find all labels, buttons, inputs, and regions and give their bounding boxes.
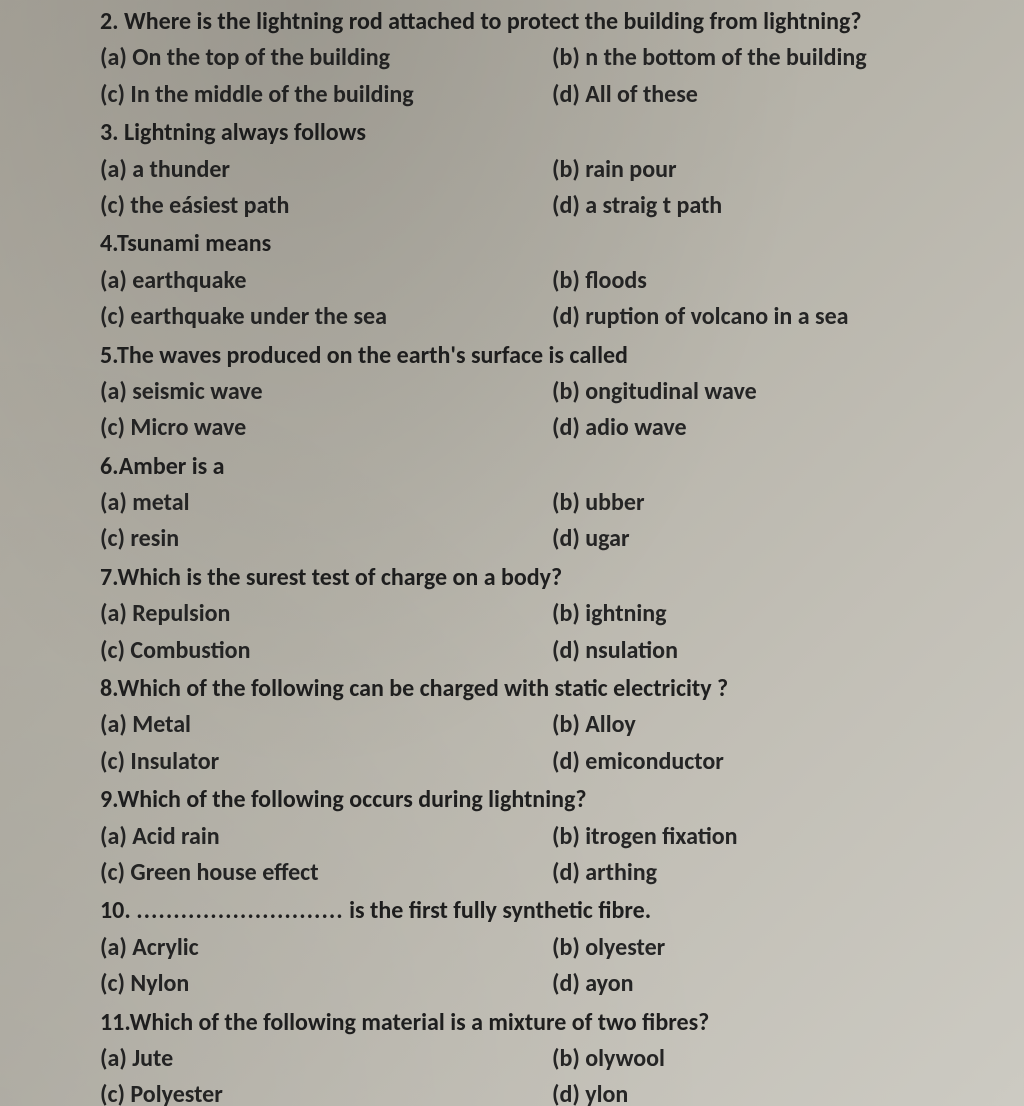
question-text: 10. ............................ is the … — [100, 895, 984, 927]
q-num: 10. — [100, 896, 131, 925]
option-c: (c) Polyester — [100, 1079, 532, 1106]
q-body: The waves produced on the earth's surfac… — [117, 341, 628, 370]
question-11: 11.Which of the following material is a … — [100, 1007, 984, 1106]
question-text: 4.Tsunami means — [100, 228, 984, 260]
option-c: (c) Nylon — [100, 968, 532, 1000]
q-num: 6. — [100, 452, 119, 481]
option-a: (a) Repulsion — [100, 598, 532, 630]
question-5: 5.The waves produced on the earth's surf… — [100, 340, 984, 445]
option-d: (d) ylon — [552, 1079, 984, 1106]
question-text: 6.Amber is a — [100, 451, 984, 483]
option-d: (d) adio wave — [552, 412, 984, 444]
option-d: (d) ayon — [552, 968, 984, 1000]
q-body: Lightning always follows — [124, 118, 366, 147]
option-d: (d) a straig t path — [552, 190, 984, 222]
fill-blank-dots: ............................ — [136, 896, 343, 925]
option-d: (d) emiconductor — [552, 746, 984, 778]
q-num: 9. — [100, 785, 117, 814]
option-c: (c) Micro wave — [100, 412, 532, 444]
q-body: Which of the following can be charged wi… — [117, 674, 728, 703]
q-body: Which is the surest test of charge on a … — [117, 563, 562, 592]
q-suffix: is the first fully synthetic fibre. — [344, 896, 651, 925]
q-body: Amber is a — [119, 452, 225, 481]
q-num: 3. — [100, 118, 119, 147]
options: (a) Repulsion (b) ightning (c) Combustio… — [100, 598, 984, 667]
question-9: 9.Which of the following occurs during l… — [100, 784, 984, 889]
option-c: (c) In the middle of the building — [100, 79, 532, 111]
question-text: 3. Lightning always follows — [100, 117, 984, 149]
option-b: (b) itrogen fixation — [552, 821, 984, 853]
q-num: 4. — [100, 229, 117, 258]
exam-page: 2. Where is the lightning rod attached t… — [0, 0, 1024, 1106]
q-body: Which of the following occurs during lig… — [117, 785, 586, 814]
option-c: (c) Insulator — [100, 746, 532, 778]
option-b: (b) n the bottom of the building — [552, 42, 984, 74]
question-6: 6.Amber is a (a) metal (b) ubber (c) res… — [100, 451, 984, 556]
question-text: 7.Which is the surest test of charge on … — [100, 562, 984, 594]
q-num: 7. — [100, 563, 117, 592]
question-text: 2. Where is the lightning rod attached t… — [100, 6, 984, 38]
question-3: 3. Lightning always follows (a) a thunde… — [100, 117, 984, 222]
option-a: (a) Jute — [100, 1043, 532, 1075]
option-d: (d) ugar — [552, 523, 984, 555]
option-a: (a) Metal — [100, 709, 532, 741]
options: (a) seismic wave (b) ongitudinal wave (c… — [100, 376, 984, 445]
option-b: (b) ightning — [552, 598, 984, 630]
question-2: 2. Where is the lightning rod attached t… — [100, 6, 984, 111]
option-b: (b) olyester — [552, 932, 984, 964]
q-num: 11. — [100, 1008, 130, 1037]
option-c: (c) earthquake under the sea — [100, 301, 532, 333]
q-num: 2. — [100, 7, 119, 36]
question-text: 5.The waves produced on the earth's surf… — [100, 340, 984, 372]
option-b: (b) ongitudinal wave — [552, 376, 984, 408]
options: (a) earthquake (b) floods (c) earthquake… — [100, 265, 984, 334]
option-d: (d) nsulation — [552, 635, 984, 667]
option-a: (a) seismic wave — [100, 376, 532, 408]
question-4: 4.Tsunami means (a) earthquake (b) flood… — [100, 228, 984, 333]
option-b: (b) olywool — [552, 1043, 984, 1075]
option-b: (b) ubber — [552, 487, 984, 519]
options: (a) On the top of the building (b) n the… — [100, 42, 984, 111]
question-text: 9.Which of the following occurs during l… — [100, 784, 984, 816]
option-a: (a) metal — [100, 487, 532, 519]
options: (a) Metal (b) Alloy (c) Insulator (d) em… — [100, 709, 984, 778]
option-b: (b) floods — [552, 265, 984, 297]
options: (a) Acid rain (b) itrogen fixation (c) G… — [100, 821, 984, 890]
question-text: 8.Which of the following can be charged … — [100, 673, 984, 705]
options: (a) a thunder (b) rain pour (c) the eási… — [100, 154, 984, 223]
q-body: Where is the lightning rod attached to p… — [124, 7, 861, 36]
options: (a) Acrylic (b) olyester (c) Nylon (d) a… — [100, 932, 984, 1001]
option-c: (c) resin — [100, 523, 532, 555]
option-a: (a) earthquake — [100, 265, 532, 297]
option-c: (c) the eásiest path — [100, 190, 532, 222]
option-d: (d) arthing — [552, 857, 984, 889]
option-a: (a) Acrylic — [100, 932, 532, 964]
q-body: Tsunami means — [117, 229, 271, 258]
q-num: 5. — [100, 341, 117, 370]
options: (a) Jute (b) olywool (c) Polyester (d) y… — [100, 1043, 984, 1106]
options: (a) metal (b) ubber (c) resin (d) ugar — [100, 487, 984, 556]
question-8: 8.Which of the following can be charged … — [100, 673, 984, 778]
question-7: 7.Which is the surest test of charge on … — [100, 562, 984, 667]
question-10: 10. ............................ is the … — [100, 895, 984, 1000]
q-num: 8. — [100, 674, 117, 703]
option-c: (c) Combustion — [100, 635, 532, 667]
option-c: (c) Green house effect — [100, 857, 532, 889]
option-d: (d) ruption of volcano in a sea — [552, 301, 984, 333]
q-body: Which of the following material is a mix… — [130, 1008, 710, 1037]
option-a: (a) On the top of the building — [100, 42, 532, 74]
option-d: (d) All of these — [552, 79, 984, 111]
question-text: 11.Which of the following material is a … — [100, 1007, 984, 1039]
option-a: (a) Acid rain — [100, 821, 532, 853]
option-b: (b) rain pour — [552, 154, 984, 186]
option-b: (b) Alloy — [552, 709, 984, 741]
option-a: (a) a thunder — [100, 154, 532, 186]
